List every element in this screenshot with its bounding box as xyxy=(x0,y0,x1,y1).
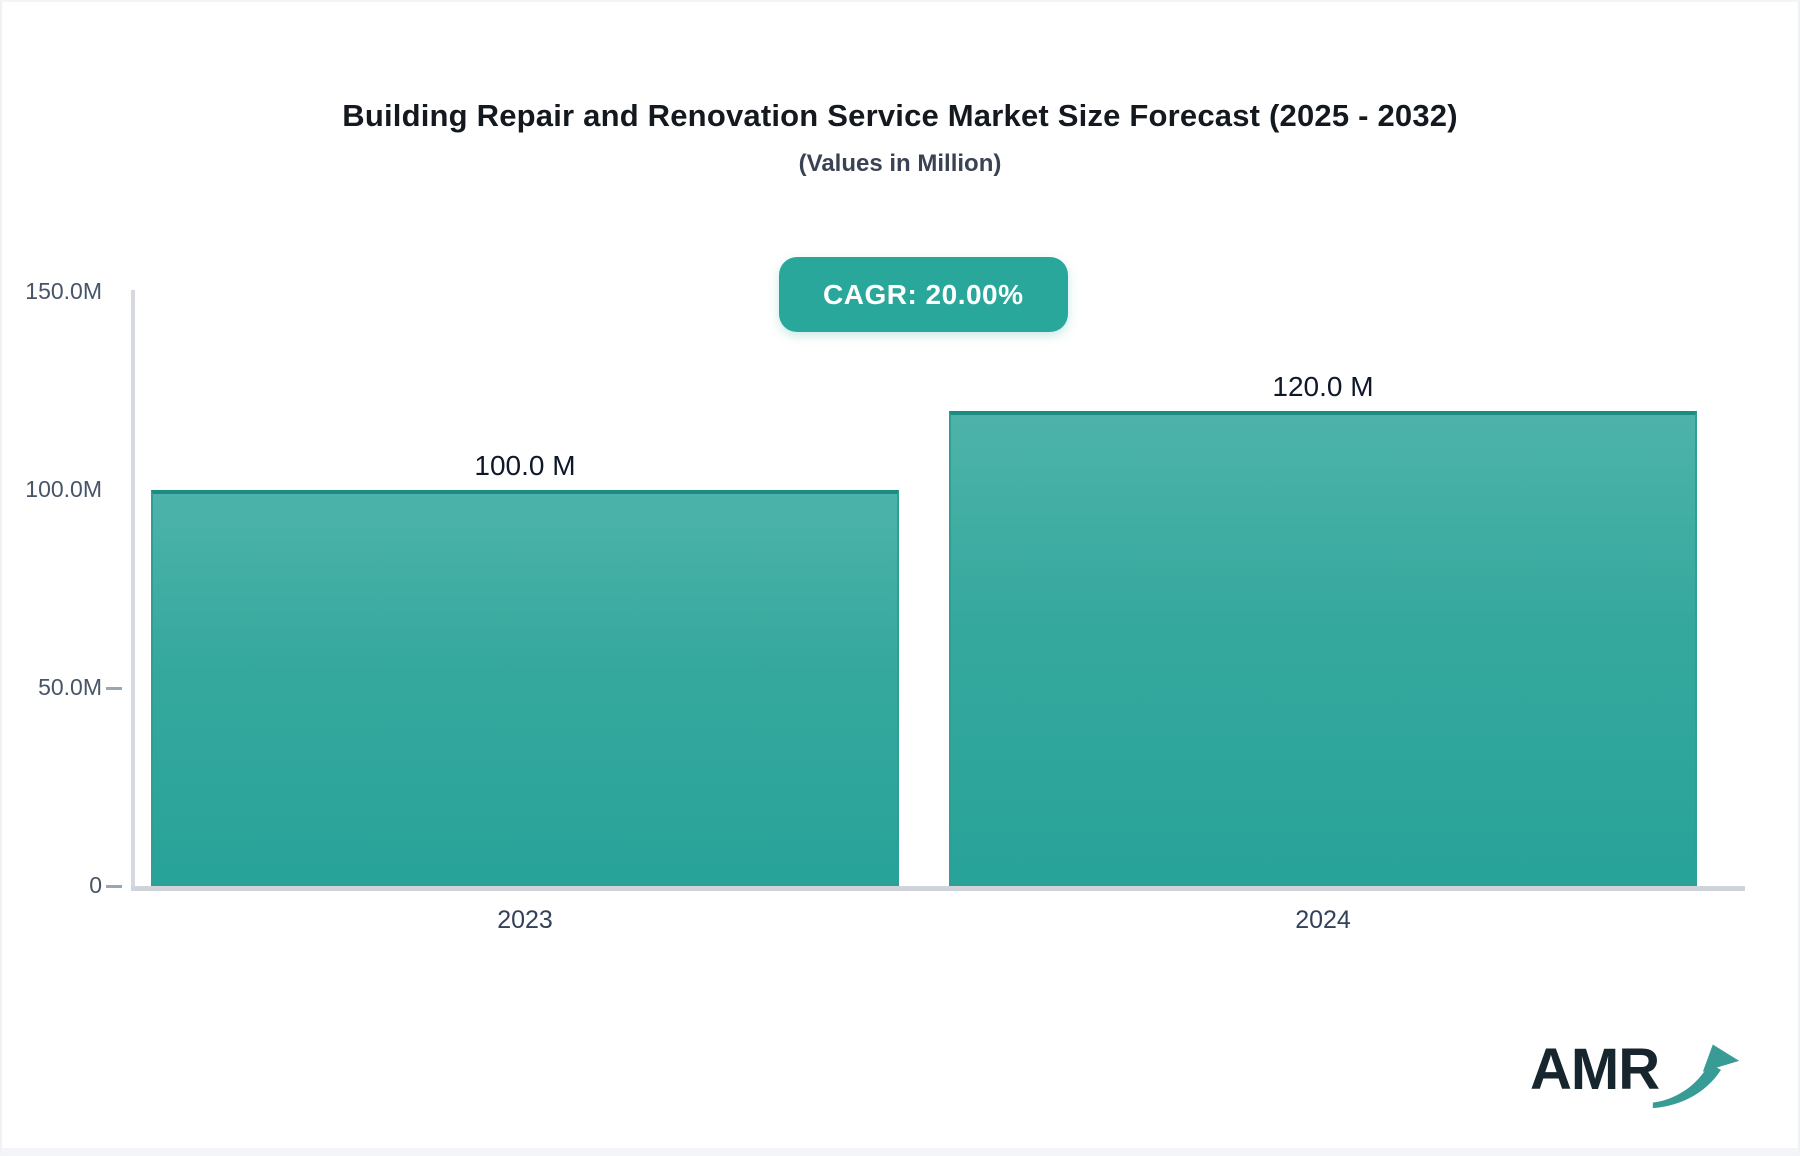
logo-arrow-icon xyxy=(1652,1044,1740,1109)
chart-title: Building Repair and Renovation Service M… xyxy=(342,98,1458,133)
bar-value-label: 120.0 M xyxy=(1272,370,1374,402)
y-tick-mark xyxy=(106,885,122,888)
y-tick-label: 50.0M xyxy=(38,674,102,700)
chart-subtitle: (Values in Million) xyxy=(798,150,1002,177)
bar-2023 xyxy=(151,490,899,886)
y-tick-mark xyxy=(106,687,122,690)
cagr-badge: CAGR: 20.00% xyxy=(779,257,1068,332)
logo-text: AMR xyxy=(1530,1037,1660,1102)
bar-value-label: 100.0 M xyxy=(474,450,576,481)
x-tick-label: 2023 xyxy=(497,906,553,934)
bar-2024 xyxy=(949,410,1697,886)
x-axis-line xyxy=(131,886,1745,891)
y-axis-line xyxy=(131,290,135,890)
y-tick-label: 150.0M xyxy=(25,278,102,304)
x-tick-label: 2024 xyxy=(1295,906,1351,934)
y-tick-label: 100.0M xyxy=(25,476,102,502)
amr-logo: AMR xyxy=(1530,1038,1751,1118)
y-tick-label: 0 xyxy=(89,872,102,898)
